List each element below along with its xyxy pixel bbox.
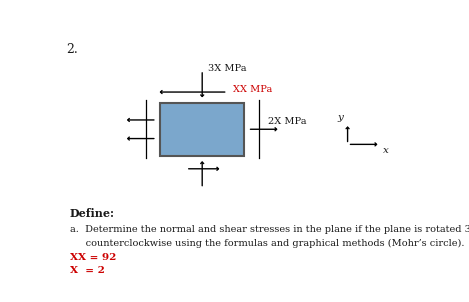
Text: XX = 92: XX = 92 <box>69 252 116 262</box>
Bar <box>160 102 244 156</box>
Text: XX MPa: XX MPa <box>233 85 272 94</box>
Text: 2.: 2. <box>66 43 78 56</box>
Text: X  = 2: X = 2 <box>69 266 105 275</box>
Text: 3X MPa: 3X MPa <box>208 64 246 73</box>
Text: y: y <box>337 113 343 122</box>
Text: Define:: Define: <box>69 208 114 219</box>
Text: a.  Determine the normal and shear stresses in the plane if the plane is rotated: a. Determine the normal and shear stress… <box>69 225 469 234</box>
Text: counterclockwise using the formulas and graphical methods (Mohr’s circle).: counterclockwise using the formulas and … <box>69 239 464 248</box>
Text: x: x <box>383 146 389 155</box>
Text: 2X MPa: 2X MPa <box>268 117 306 126</box>
